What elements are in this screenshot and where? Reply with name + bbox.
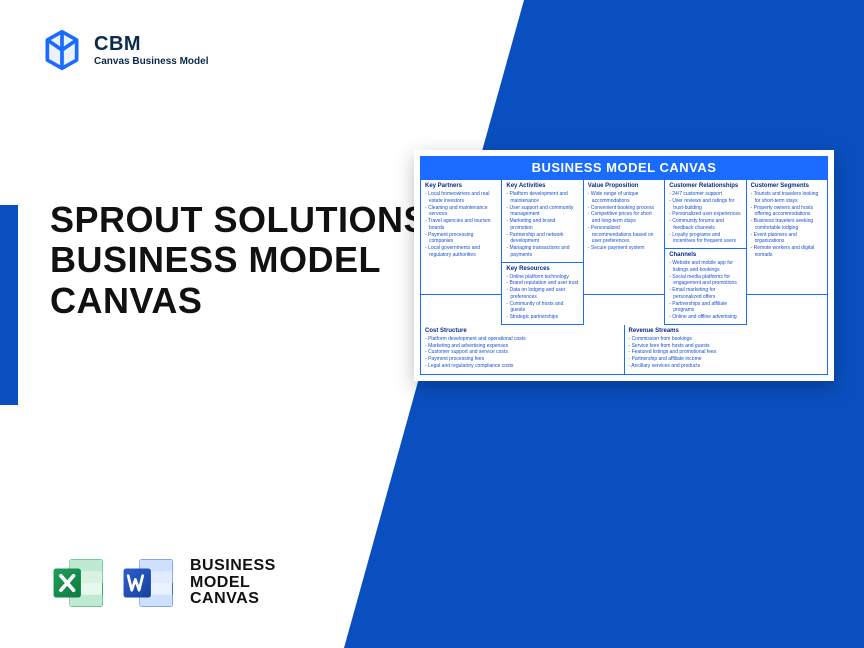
- cell-item: Payment processing companies: [425, 232, 497, 246]
- canvas-title: BUSINESS MODEL CANVAS: [420, 156, 828, 179]
- canvas-grid-top: Key Partners Local homeowners and real es…: [420, 179, 828, 325]
- cell-item: Ancillary services and products: [629, 363, 824, 370]
- canvas-cell: Value Proposition Wide range of unique ac…: [584, 180, 664, 295]
- cell-item: Wide range of unique accommodations: [588, 191, 660, 205]
- cell-item: Property owners and hosts offering accom…: [751, 205, 823, 219]
- canvas-cell: Customer Segments Tourists and travelers …: [747, 180, 827, 295]
- cell-title: Key Activities: [506, 183, 578, 189]
- canvas-cell: Key Resources Online platform technologyB…: [502, 263, 582, 325]
- cbm-logo-icon: [40, 28, 84, 72]
- cell-item: Personalized recommendations based on us…: [588, 225, 660, 245]
- cell-item: Loyalty programs and incentives for freq…: [669, 232, 741, 246]
- brand-abbr: CBM: [94, 33, 208, 56]
- cell-title: Channels: [669, 252, 741, 258]
- page-headline: SPROUT SOLUTIONS BUSINESS MODEL CANVAS: [50, 200, 430, 321]
- cell-item: Personalized user experiences: [669, 211, 741, 218]
- cell-item: Commission from bookings: [629, 336, 824, 343]
- canvas-cell: Revenue Streams Commission from bookingsS…: [625, 325, 829, 375]
- cell-item: Local homeowners and real estate investo…: [425, 191, 497, 205]
- cell-item: Service fees from hosts and guests: [629, 343, 824, 350]
- cell-item: Payment processing fees: [425, 356, 620, 363]
- cell-item: Featured listings and promotional fees: [629, 349, 824, 356]
- cell-item: Cleaning and maintenance services: [425, 205, 497, 219]
- excel-icon: [50, 554, 108, 612]
- cell-item: Business travelers seeking comfortable l…: [751, 218, 823, 232]
- canvas-grid-bottom: Cost Structure Platform development and o…: [420, 325, 828, 375]
- cell-item: Website and mobile app for listings and …: [669, 260, 741, 274]
- canvas-cell: Customer Relationships 24/7 customer supp…: [665, 180, 745, 249]
- cell-title: Customer Relationships: [669, 183, 741, 189]
- cell-title: Value Proposition: [588, 183, 660, 189]
- accent-bar: [0, 205, 18, 405]
- cell-item: Online and offline advertising: [669, 314, 741, 321]
- brand-full: Canvas Business Model: [94, 56, 208, 67]
- word-icon: [120, 554, 178, 612]
- cell-item: Competitive prices for short and long-te…: [588, 211, 660, 225]
- cell-item: Secure payment system: [588, 245, 660, 252]
- cell-item: User reviews and ratings for trust-build…: [669, 198, 741, 212]
- cell-item: Partnerships and affiliate programs: [669, 301, 741, 315]
- cell-title: Key Resources: [506, 266, 578, 272]
- cell-item: Remote workers and digital nomads: [751, 245, 823, 259]
- cell-title: Revenue Streams: [629, 328, 824, 334]
- footer-apps: BUSINESSMODELCANVAS: [50, 554, 276, 612]
- cell-item: Local governments and regulatory authori…: [425, 245, 497, 259]
- cell-title: Customer Segments: [751, 183, 823, 189]
- cell-item: User support and community management: [506, 205, 578, 219]
- cell-item: Strategic partnerships: [506, 314, 578, 321]
- cell-item: Tourists and travelers looking for short…: [751, 191, 823, 205]
- canvas-cell: Channels Website and mobile app for listi…: [665, 249, 745, 325]
- cell-item: Community forums and feedback channels: [669, 218, 741, 232]
- cell-item: Brand reputation and user trust: [506, 280, 578, 287]
- canvas-cell: Key Activities Platform development and m…: [502, 180, 582, 263]
- cell-item: Email marketing for personalized offers: [669, 287, 741, 301]
- cell-item: Legal and regulatory compliance costs: [425, 363, 620, 370]
- canvas-cell: Key Partners Local homeowners and real es…: [421, 180, 501, 295]
- cell-title: Key Partners: [425, 183, 497, 189]
- cell-item: Platform development and maintenance: [506, 191, 578, 205]
- footer-label: BUSINESSMODELCANVAS: [190, 558, 276, 608]
- cell-item: Marketing and brand promotion: [506, 218, 578, 232]
- cell-item: Marketing and advertising expenses: [425, 343, 620, 350]
- cell-title: Cost Structure: [425, 328, 620, 334]
- cell-item: Customer support and service costs: [425, 349, 620, 356]
- cell-item: Data on lodging and user preferences: [506, 287, 578, 301]
- cell-item: Social media platforms for engagement an…: [669, 274, 741, 288]
- cell-item: Event planners and organizations: [751, 232, 823, 246]
- canvas-cell: Cost Structure Platform development and o…: [421, 325, 625, 375]
- cell-item: Convenient booking process: [588, 205, 660, 212]
- cell-item: Platform development and operational cos…: [425, 336, 620, 343]
- canvas-card: BUSINESS MODEL CANVAS Key Partners Local …: [414, 150, 834, 381]
- cell-item: 24/7 customer support: [669, 191, 741, 198]
- cell-item: Managing transactions and payments: [506, 245, 578, 259]
- cell-item: Partnership and affiliate income: [629, 356, 824, 363]
- cell-item: Community of hosts and guests: [506, 301, 578, 315]
- cell-item: Partnership and network development: [506, 232, 578, 246]
- brand-logo: CBM Canvas Business Model: [40, 28, 208, 72]
- cell-item: Online platform technology: [506, 274, 578, 281]
- cell-item: Travel agencies and tourism boards: [425, 218, 497, 232]
